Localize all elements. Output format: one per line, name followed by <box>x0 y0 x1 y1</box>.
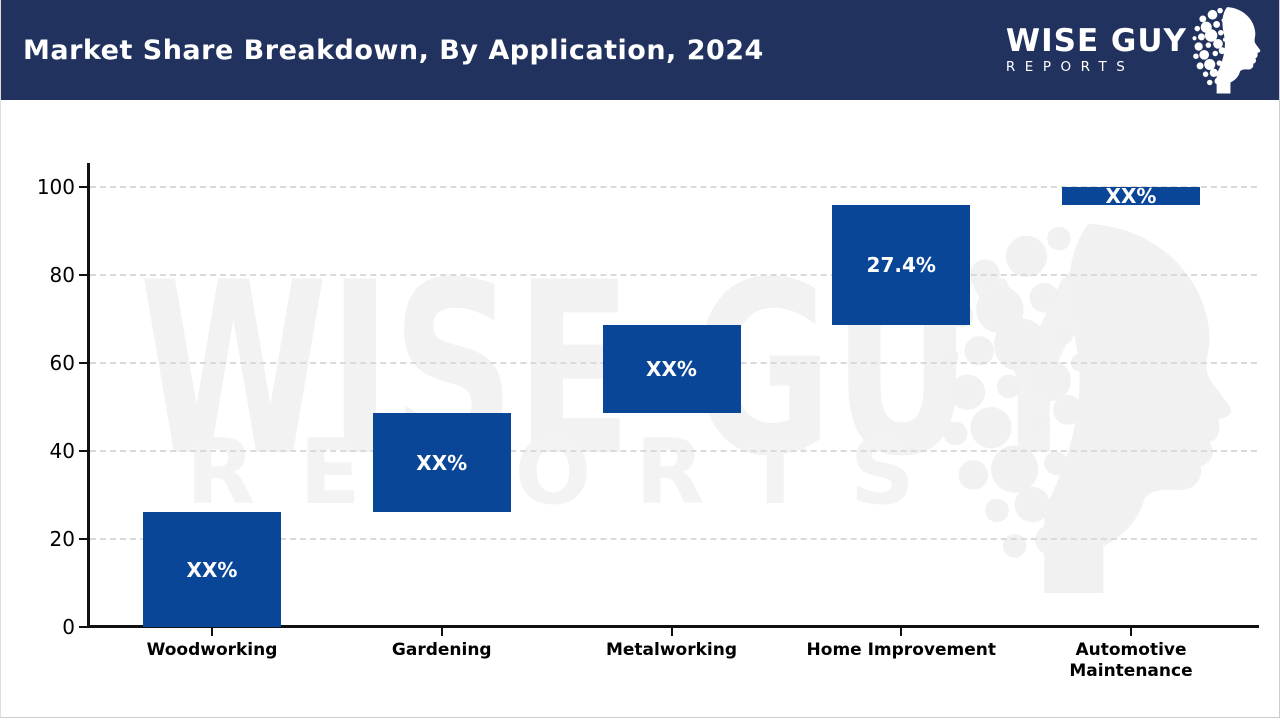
y-tick-label-100: 100 <box>36 175 75 199</box>
x-axis-label-woodworking: Woodworking <box>146 640 278 660</box>
y-tick-label-80: 80 <box>49 263 75 287</box>
bar-value-label-metalworking: XX% <box>646 357 697 382</box>
x-axis-line <box>87 625 1259 628</box>
x-tick-metalworking <box>670 628 673 636</box>
y-tick-label-60: 60 <box>49 351 75 375</box>
y-axis-line <box>87 163 90 627</box>
brand-head-icon <box>1192 7 1261 94</box>
gridline-40 <box>90 450 1257 452</box>
brand-subname: REPORTS <box>1005 58 1135 75</box>
bar-home-improvement: 27.4% <box>832 204 971 326</box>
header-bar: Market Share Breakdown, By Application, … <box>1 0 1279 100</box>
bar-gardening: XX% <box>372 413 511 513</box>
y-tick-label-40: 40 <box>49 439 75 463</box>
gridline-100 <box>90 186 1257 188</box>
watermark-text-line2: REPORTS <box>186 420 959 525</box>
y-tick-80 <box>79 274 87 276</box>
x-axis-label-metalworking: Metalworking <box>605 640 738 660</box>
y-tick-40 <box>79 450 87 452</box>
bar-value-label-home-improvement: 27.4% <box>866 252 936 277</box>
bar-woodworking: XX% <box>143 512 281 627</box>
brand-logo-text: WISE GUY REPORTS <box>1005 22 1187 75</box>
gridline-80 <box>90 274 1257 276</box>
page-title: Market Share Breakdown, By Application, … <box>23 34 764 66</box>
bar-value-label-woodworking: XX% <box>186 557 238 582</box>
x-axis-label-home-improvement: Home Improvement <box>806 640 996 660</box>
y-tick-60 <box>79 362 87 364</box>
x-tick-home-improvement <box>900 628 903 636</box>
y-tick-20 <box>79 538 87 540</box>
gridline-20 <box>90 538 1257 540</box>
x-axis-label-gardening: Gardening <box>391 640 492 660</box>
bar-automotive-maintenance: XX% <box>1062 183 1200 208</box>
bar-value-label-gardening: XX% <box>416 450 468 475</box>
y-tick-label-20: 20 <box>49 527 75 551</box>
x-tick-automotive-maintenance <box>1130 628 1132 636</box>
y-tick-100 <box>79 186 87 188</box>
x-tick-woodworking <box>211 628 213 636</box>
brand-name: WISE GUY <box>1005 22 1187 59</box>
brand-logo: WISE GUY REPORTS <box>1006 5 1279 95</box>
x-axis-label-automotive-maintenance: Automotive Maintenance <box>1069 640 1193 681</box>
y-tick-0 <box>79 626 87 628</box>
y-tick-label-0: 0 <box>62 615 75 639</box>
watermark-head-logo-icon <box>940 223 1232 594</box>
x-tick-gardening <box>440 628 443 636</box>
bar-value-label-automotive-maintenance: XX% <box>1105 183 1157 208</box>
bar-metalworking: XX% <box>602 325 741 414</box>
